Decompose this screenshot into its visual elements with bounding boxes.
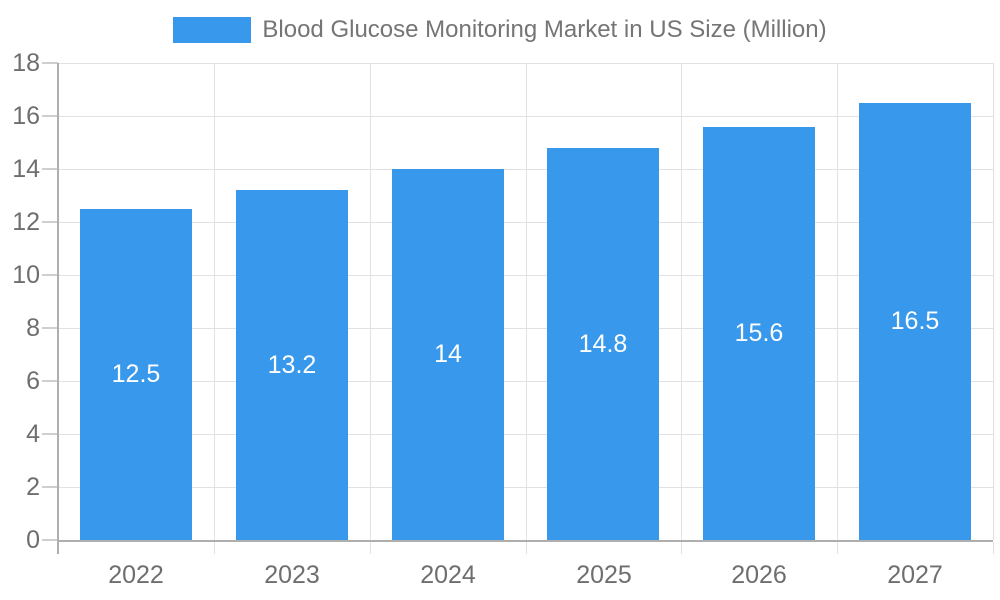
bar-2022[interactable]: 12.5 bbox=[80, 209, 192, 540]
y-axis-label: 16 bbox=[12, 102, 40, 130]
y-axis-label: 8 bbox=[26, 314, 40, 342]
y-axis-label: 12 bbox=[12, 208, 40, 236]
x-axis-tick bbox=[681, 542, 682, 554]
bar-value-label: 12.5 bbox=[111, 360, 161, 388]
legend[interactable]: Blood Glucose Monitoring Market in US Si… bbox=[0, 16, 1000, 44]
bar-2023[interactable]: 13.2 bbox=[236, 190, 348, 540]
y-axis-label: 0 bbox=[26, 526, 40, 554]
bar-value-label: 13.2 bbox=[267, 350, 317, 379]
gridline-vertical bbox=[993, 63, 994, 540]
bar-value-label: 14.8 bbox=[578, 329, 628, 358]
x-axis-label-2026: 2026 bbox=[731, 561, 787, 589]
gridline-horizontal bbox=[58, 434, 993, 435]
bar-2026[interactable]: 15.6 bbox=[703, 127, 815, 540]
y-axis-label: 10 bbox=[12, 261, 40, 289]
y-axis-tick bbox=[42, 433, 58, 435]
x-axis-label-2022: 2022 bbox=[108, 561, 164, 589]
y-axis-tick bbox=[42, 539, 58, 541]
y-axis-label: 4 bbox=[26, 420, 40, 448]
gridline-horizontal bbox=[58, 275, 993, 276]
y-axis-label: 14 bbox=[12, 155, 40, 183]
y-axis-label: 18 bbox=[12, 49, 40, 77]
x-axis-tick bbox=[993, 542, 994, 554]
gridline-vertical bbox=[837, 63, 838, 540]
x-axis-tick bbox=[837, 542, 838, 554]
y-axis-label: 6 bbox=[26, 367, 40, 395]
x-axis-label-2024: 2024 bbox=[420, 561, 476, 589]
gridline-horizontal bbox=[58, 169, 993, 170]
bar-value-label: 14 bbox=[434, 340, 462, 368]
legend-label: Blood Glucose Monitoring Market in US Si… bbox=[262, 16, 827, 43]
bar-2025[interactable]: 14.8 bbox=[547, 148, 659, 540]
y-axis-tick bbox=[42, 168, 58, 170]
bar-value-label: 16.5 bbox=[890, 307, 940, 335]
gridline-vertical bbox=[214, 63, 215, 540]
bar-2027[interactable]: 16.5 bbox=[859, 103, 971, 540]
y-axis-tick bbox=[42, 486, 58, 488]
gridline-horizontal bbox=[58, 116, 993, 117]
x-axis-label-2023: 2023 bbox=[264, 561, 320, 589]
gridline-horizontal bbox=[58, 381, 993, 382]
x-axis-line bbox=[58, 540, 993, 542]
y-axis-tick bbox=[42, 327, 58, 329]
legend-swatch bbox=[173, 17, 252, 43]
gridline-horizontal bbox=[58, 63, 993, 64]
x-axis-tick bbox=[214, 542, 215, 554]
x-axis-label-2025: 2025 bbox=[576, 561, 632, 589]
x-axis-tick bbox=[526, 542, 527, 554]
gridline-horizontal bbox=[58, 328, 993, 329]
y-axis-line bbox=[57, 63, 59, 554]
gridline-vertical bbox=[681, 63, 682, 540]
bar-value-label: 15.6 bbox=[734, 319, 784, 347]
y-axis-tick bbox=[42, 221, 58, 223]
gridline-vertical bbox=[370, 63, 371, 540]
y-axis-tick bbox=[42, 274, 58, 276]
y-axis-tick bbox=[42, 115, 58, 117]
y-axis-label: 2 bbox=[26, 473, 40, 501]
x-axis-label-2027: 2027 bbox=[887, 561, 943, 589]
y-axis-tick bbox=[42, 380, 58, 382]
x-axis-tick bbox=[370, 542, 371, 554]
bar-2024[interactable]: 14 bbox=[392, 169, 504, 540]
gridline-horizontal bbox=[58, 487, 993, 488]
gridline-vertical bbox=[526, 63, 527, 540]
gridline-horizontal bbox=[58, 222, 993, 223]
y-axis-tick bbox=[42, 62, 58, 64]
